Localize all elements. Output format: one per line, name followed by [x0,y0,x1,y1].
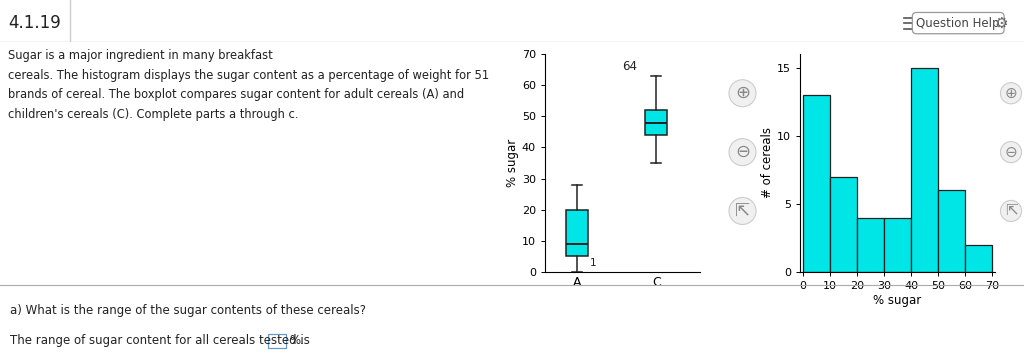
Text: ⊖: ⊖ [1005,144,1018,160]
Bar [829,177,857,272]
Text: 1: 1 [590,258,596,268]
Text: ⇱: ⇱ [1005,203,1018,218]
Text: 64: 64 [623,60,637,73]
Text: Sugar is a major ingredient in many breakfast
cereals. The histogram displays th: Sugar is a major ingredient in many brea… [8,49,489,121]
Text: The range of sugar content for all cereals tested is: The range of sugar content for all cerea… [10,334,310,347]
X-axis label: % sugar: % sugar [873,294,922,307]
Bar [966,245,992,272]
Y-axis label: % sugar: % sugar [506,139,519,187]
Text: ⊕: ⊕ [735,84,750,102]
Bar [911,68,938,272]
Text: ⇱: ⇱ [735,202,750,220]
Text: 4.1.19: 4.1.19 [8,14,61,32]
Bar [803,95,829,272]
Text: %.: %. [289,334,304,347]
Text: ⊖: ⊖ [735,143,750,161]
Bar [857,218,884,272]
Bar [645,110,668,135]
Text: ⚙: ⚙ [994,16,1009,31]
Bar [268,334,286,348]
Bar [565,210,588,256]
Bar [884,218,911,272]
Text: Question Help: Question Help [916,17,1000,30]
Y-axis label: # of cereals: # of cereals [761,127,774,198]
Bar [938,190,966,272]
Text: a) What is the range of the sugar contents of these cereals?: a) What is the range of the sugar conten… [10,304,366,317]
Text: ⊕: ⊕ [1005,86,1018,101]
